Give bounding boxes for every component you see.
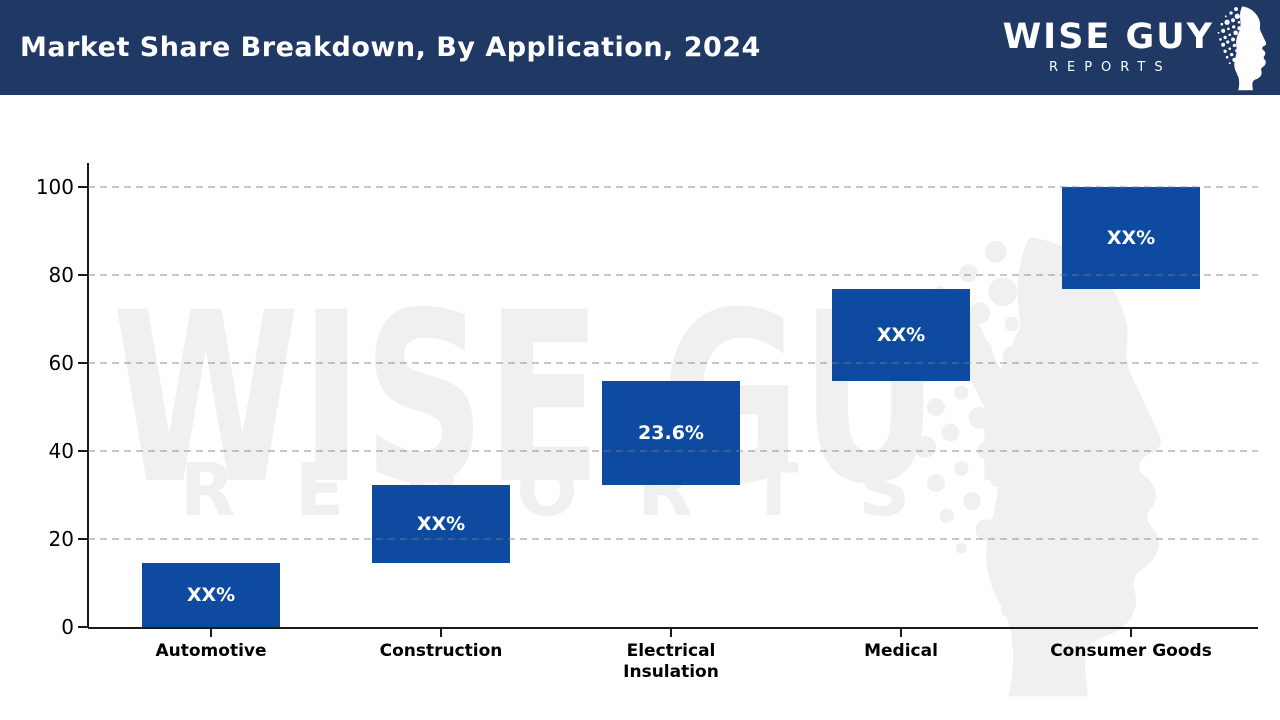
- y-tick-20: [78, 538, 88, 540]
- y-tick-label-80: 80: [48, 263, 74, 287]
- x-tick-medical: [900, 629, 902, 637]
- logo-dotted-head-icon: [1204, 5, 1270, 91]
- x-tick-construction: [440, 629, 442, 637]
- x-tick-electrical-insulation: [670, 629, 672, 637]
- x-axis-line: [88, 627, 1258, 629]
- bar-value-label-construction: XX%: [416, 513, 466, 536]
- logo-subtitle: REPORTS: [1048, 60, 1172, 75]
- y-tick-40: [78, 450, 88, 452]
- gridline-60: [88, 362, 1258, 364]
- y-tick-0: [78, 626, 88, 628]
- gridline-40: [88, 450, 1258, 452]
- y-tick-80: [78, 274, 88, 276]
- wiseguy-logo: WISE GUY REPORTS: [1003, 5, 1270, 91]
- header-bar: Market Share Breakdown, By Application, …: [0, 0, 1280, 95]
- x-tick-automotive: [210, 629, 212, 637]
- x-tick-consumer-goods: [1130, 629, 1132, 637]
- x-axis-label-line: Automotive: [155, 641, 267, 661]
- y-tick-label-100: 100: [35, 175, 74, 199]
- bar-medical: XX%: [832, 288, 970, 382]
- x-axis-label-consumer-goods: Consumer Goods: [1016, 641, 1246, 662]
- x-axis-label-construction: Construction: [326, 641, 556, 662]
- x-axis-label-line: Insulation: [623, 661, 719, 682]
- bar-value-label-medical: XX%: [876, 323, 926, 346]
- x-axis-label-electrical-insulation: Electrical Insulation: [556, 641, 786, 682]
- y-tick-label-60: 60: [48, 351, 74, 375]
- y-axis-line: [87, 163, 89, 628]
- bar-automotive: XX%: [142, 563, 280, 627]
- x-axis-label-line: Medical: [864, 641, 938, 661]
- bar-electrical-insulation: 23.6%: [602, 381, 740, 485]
- bar-value-label-automotive: XX%: [186, 584, 236, 607]
- gridline-100: [88, 186, 1258, 188]
- gridline-80: [88, 274, 1258, 276]
- x-axis-label-line: Consumer Goods: [1050, 641, 1212, 661]
- x-axis-label-automotive: Automotive: [96, 641, 326, 662]
- logo-text: WISE GUY REPORTS: [1002, 17, 1214, 76]
- y-tick-label-0: 0: [61, 615, 74, 639]
- x-axis-label-medical: Medical: [786, 641, 1016, 662]
- bar-value-label-electrical-insulation: 23.6%: [638, 421, 704, 444]
- chart-area: WISE GUY REPORTS 020406080100XX%Automoti…: [0, 95, 1280, 720]
- x-axis-label-line: Construction: [379, 641, 503, 661]
- x-axis-label-line: Electrical: [626, 641, 716, 661]
- logo-wordmark: WISE GUY: [1002, 17, 1214, 57]
- chart-title: Market Share Breakdown, By Application, …: [20, 32, 761, 63]
- y-tick-label-40: 40: [48, 439, 74, 463]
- y-tick-label-20: 20: [48, 527, 74, 551]
- bar-construction: XX%: [372, 484, 510, 564]
- y-tick-100: [78, 186, 88, 188]
- bar-value-label-consumer-goods: XX%: [1106, 226, 1156, 249]
- y-tick-60: [78, 362, 88, 364]
- gridline-20: [88, 538, 1258, 540]
- watermark-subtitle: REPORTS: [180, 448, 910, 532]
